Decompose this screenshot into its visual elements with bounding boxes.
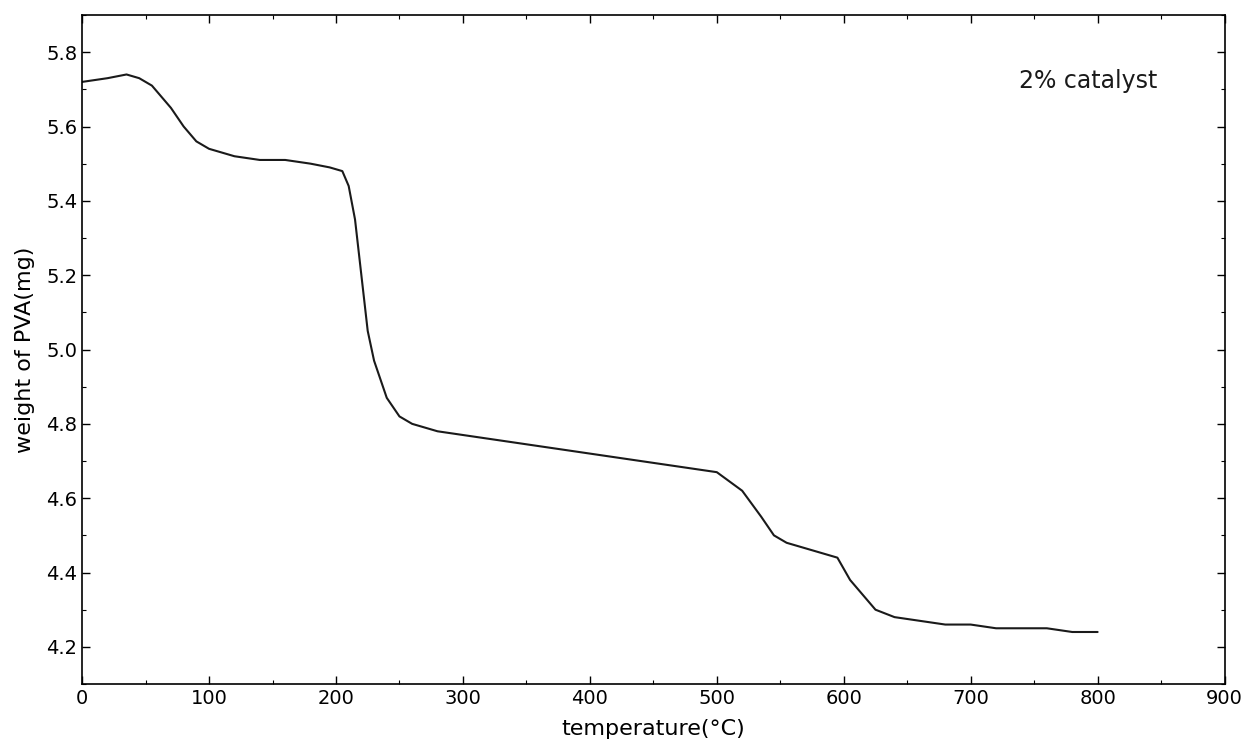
X-axis label: temperature(°C): temperature(°C) xyxy=(561,719,745,739)
Y-axis label: weight of PVA(mg): weight of PVA(mg) xyxy=(15,247,35,452)
Text: 2% catalyst: 2% catalyst xyxy=(1019,69,1157,93)
